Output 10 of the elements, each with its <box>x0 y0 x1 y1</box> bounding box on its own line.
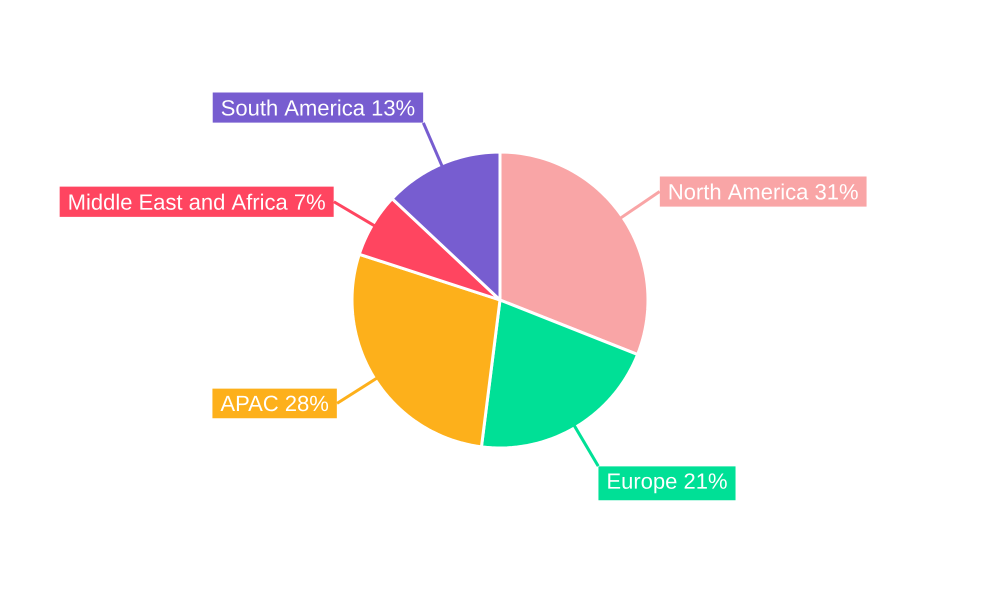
data-label: 28% <box>286 396 328 412</box>
slice-label: South America <box>222 100 365 116</box>
data-label: 7% <box>295 194 325 210</box>
data-label: 21% <box>684 473 727 489</box>
slice-label: APAC <box>220 396 278 412</box>
data-label: 13% <box>372 100 414 116</box>
slice-label: North America <box>670 183 808 200</box>
slice-label: Middle East and Africa <box>69 194 288 210</box>
slice-label: Europe <box>608 474 676 494</box>
data-label: 31% <box>815 184 858 200</box>
